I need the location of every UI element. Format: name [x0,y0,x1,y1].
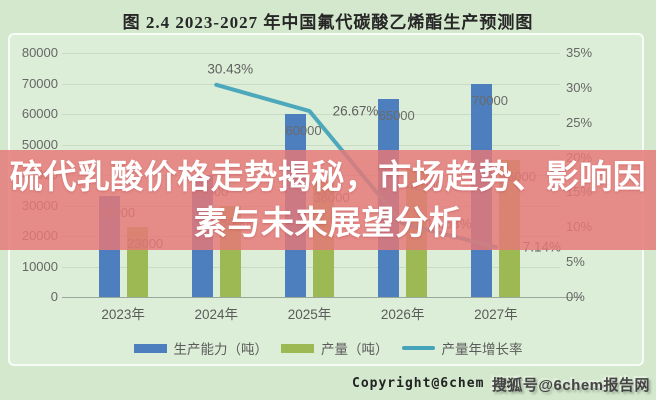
left-axis-tick: 60000 [21,106,58,121]
chart-title: 图 2.4 2023-2027 年中国氟代碳酸乙烯酯生产预测图 [122,13,534,32]
left-axis-tick: 80000 [21,45,58,60]
output-swatch-icon [281,343,314,353]
legend-item-output: 产量（吨） [281,338,389,358]
left-axis-tick: 70000 [21,75,58,91]
headline-line-1: 硫代乳酸价格走势揭秘，市场趋势、影响因 [9,158,647,195]
x-axis-label: 2025年 [287,307,332,322]
x-axis-line [62,297,582,298]
sohu-watermark-text: 搜狐号@6chem报告网 [491,377,650,394]
x-axis-label: 2023年 [101,307,145,322]
x-axis-label: 2026年 [380,307,425,322]
left-axis-tick: 50000 [21,136,58,152]
gridline [62,266,560,268]
growth-rate-label: 26.67% [332,103,379,119]
right-axis-tick: 25% [566,114,593,130]
gridline [62,53,560,54]
x-axis-label: 2024年 [194,307,239,322]
bar-value-label: 70000 [471,92,508,108]
headline-line-2: 素与未来展望分析 [194,204,462,241]
bar-value-label: 60000 [285,123,322,138]
legend-item-growth: 产量年增长率 [401,338,523,358]
legend-label-capacity: 生产能力（吨） [173,342,269,357]
legend-item-capacity: 生产能力（吨） [133,338,269,358]
headline-overlay-banner: 硫代乳酸价格走势揭秘，市场趋势、影响因 素与未来展望分析 [0,150,656,250]
legend-label-growth: 产量年增长率 [441,342,523,357]
right-axis-tick: 5% [566,254,585,270]
capacity-swatch-icon [133,343,167,353]
legend: 生产能力（吨） 产量（吨） 产量年增长率 [0,338,656,358]
right-axis-tick: 0% [566,289,585,304]
right-axis-tick: 30% [566,79,593,95]
right-axis-tick: 35% [566,45,593,60]
copyright-text: Copyright@6chem Inc [352,376,520,391]
x-axis-label: 2027年 [474,307,518,322]
growth-rate-label: 30.43% [207,61,254,77]
left-axis-tick: 0 [50,289,58,304]
left-axis-tick: 10000 [21,258,58,274]
growth-line-swatch-icon [401,346,435,350]
legend-label-output: 产量（吨） [321,342,389,357]
